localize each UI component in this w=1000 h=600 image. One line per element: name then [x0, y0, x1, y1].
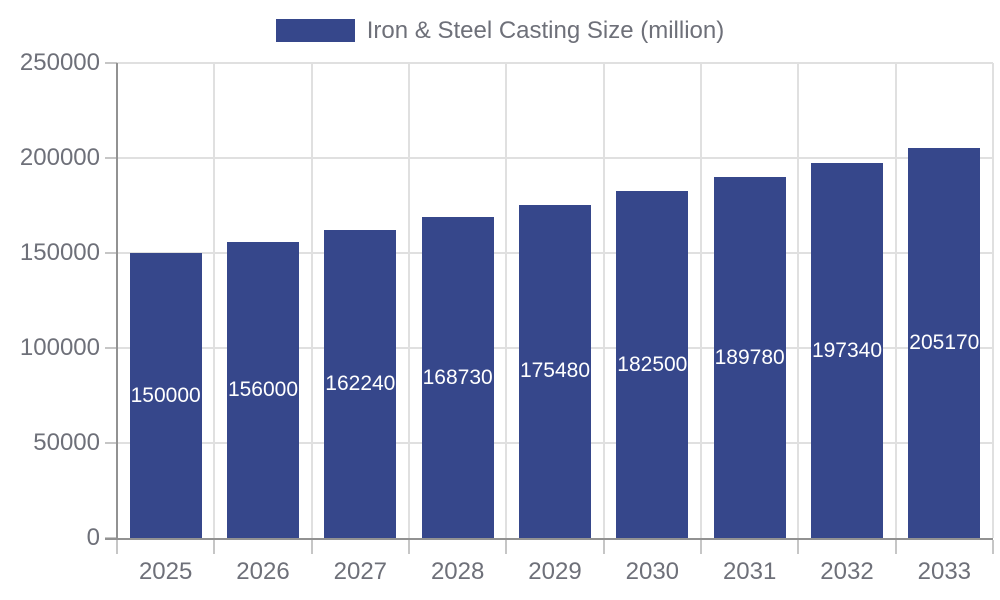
x-gridline — [700, 63, 702, 538]
bar-2027[interactable]: 162240 — [324, 229, 397, 538]
y-axis-tick-label: 250000 — [19, 49, 100, 76]
x-axis-tick — [992, 540, 994, 554]
y-axis-tick — [105, 252, 117, 254]
y-axis-tick — [105, 157, 117, 159]
x-axis-tick — [797, 540, 800, 554]
x-gridline — [213, 63, 216, 538]
bar-value-label: 205170 — [909, 331, 980, 355]
x-axis-line — [105, 538, 993, 540]
x-gridline — [408, 63, 410, 538]
x-axis-tick — [505, 540, 508, 554]
legend-label: Iron & Steel Casting Size (million) — [366, 17, 725, 44]
x-axis-tick-label: 2032 — [820, 558, 874, 585]
bar-value-label: 189780 — [714, 345, 785, 369]
legend-swatch — [275, 19, 355, 42]
bar-2028[interactable]: 168730 — [421, 217, 494, 538]
y-axis-tick-label: 0 — [86, 524, 100, 551]
y-axis-tick-label: 50000 — [33, 429, 100, 456]
x-axis-tick — [700, 540, 702, 554]
x-axis-tick-label: 2031 — [722, 558, 777, 585]
x-axis-tick-label: 2027 — [333, 558, 388, 585]
x-axis-tick — [602, 540, 605, 554]
bar-2031[interactable]: 189780 — [713, 177, 786, 538]
x-axis-tick — [408, 540, 410, 554]
x-axis-tick-label: 2029 — [528, 558, 582, 585]
x-gridline — [992, 63, 994, 538]
x-axis-tick-label: 2030 — [625, 558, 680, 585]
x-gridline — [797, 63, 800, 538]
y-axis-tick-label: 200000 — [19, 144, 100, 171]
bar-2030[interactable]: 182500 — [616, 191, 689, 538]
bar-2025[interactable]: 150000 — [129, 253, 202, 538]
x-gridline — [310, 63, 313, 538]
bar-value-label: 197340 — [811, 338, 883, 362]
bar-2026[interactable]: 156000 — [227, 241, 299, 538]
y-axis-line — [116, 63, 118, 540]
bar-value-label: 168730 — [422, 365, 493, 389]
x-axis-tick-label: 2033 — [917, 558, 972, 585]
y-axis-tick-label: 100000 — [19, 334, 100, 361]
bar-value-label: 182500 — [617, 352, 688, 376]
x-axis-tick-label: 2028 — [430, 558, 485, 585]
x-axis-tick — [894, 540, 897, 554]
bar-2033[interactable]: 205170 — [908, 148, 981, 538]
y-axis-tick — [105, 347, 117, 349]
x-gridline — [505, 63, 508, 538]
bar-value-label: 175480 — [519, 359, 591, 383]
x-gridline — [894, 63, 897, 538]
bar-2029[interactable]: 175480 — [519, 204, 591, 538]
y-axis-tick-label: 150000 — [19, 239, 100, 266]
y-axis-tick — [105, 442, 117, 444]
bar-value-label: 150000 — [130, 383, 201, 407]
y-axis-tick — [105, 62, 117, 64]
x-axis-tick-label: 2026 — [236, 558, 290, 585]
x-axis-tick-label: 2025 — [138, 558, 193, 585]
x-axis-tick — [213, 540, 216, 554]
x-gridline — [602, 63, 605, 538]
bar-value-label: 156000 — [227, 377, 299, 401]
legend-item[interactable]: Iron & Steel Casting Size (million) — [0, 17, 1000, 44]
y-gridline — [117, 157, 993, 159]
y-gridline — [117, 62, 993, 64]
x-axis-tick — [116, 540, 118, 554]
bar-value-label: 162240 — [325, 371, 396, 395]
bar-2032[interactable]: 197340 — [811, 163, 883, 538]
x-axis-tick — [310, 540, 313, 554]
